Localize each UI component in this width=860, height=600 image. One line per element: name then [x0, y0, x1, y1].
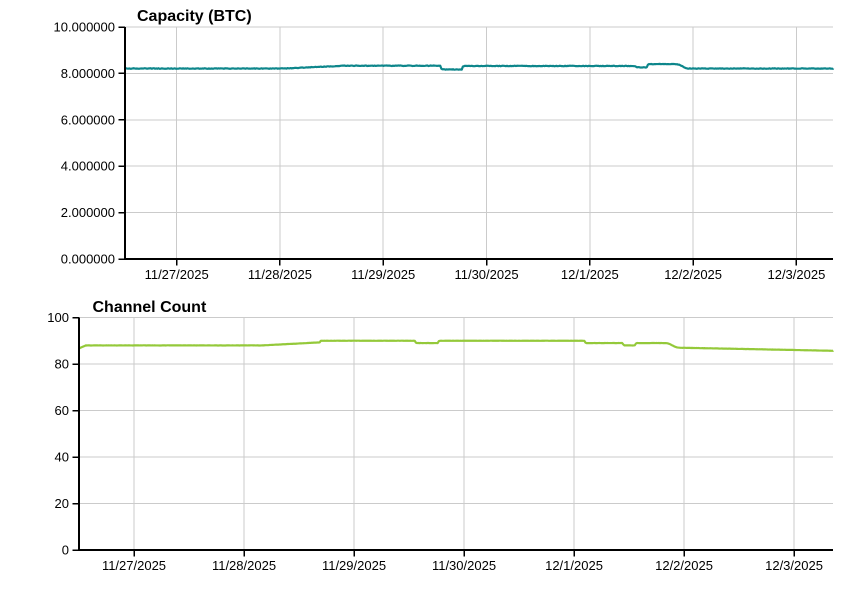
y-tick-label: 2.000000	[61, 205, 115, 220]
y-tick-label: 0	[62, 543, 69, 558]
chart-title: Capacity (BTC)	[137, 8, 252, 25]
y-tick-label: 40	[55, 450, 69, 465]
chart-title: Channel Count	[93, 299, 207, 316]
x-tick-label: 12/3/2025	[767, 267, 825, 282]
x-tick-label: 12/2/2025	[664, 267, 722, 282]
y-tick-label: 0.000000	[61, 252, 115, 267]
chart-0: 0.000000 2.000000 4.000000 6.000000 8.000000…	[54, 8, 835, 282]
y-tick-label: 80	[55, 357, 69, 372]
x-tick-label: 11/28/2025	[248, 267, 312, 282]
chart-1: 0 20 40 60 80 100 11/27/2025 11/28/2025 11/29/20…	[47, 299, 835, 573]
series-line-capacity_btc	[124, 62, 835, 71]
y-tick-label: 6.000000	[61, 112, 115, 127]
x-tick-label: 11/29/2025	[322, 558, 386, 573]
x-tick-label: 11/30/2025	[432, 558, 496, 573]
x-tick-label: 12/3/2025	[765, 558, 823, 573]
y-tick-label: 100	[47, 310, 69, 325]
x-tick-label: 11/27/2025	[102, 558, 166, 573]
series-line-channel_count	[78, 339, 835, 352]
x-tick-label: 11/30/2025	[454, 267, 518, 282]
x-tick-label: 11/29/2025	[351, 267, 415, 282]
x-tick-label: 12/2/2025	[655, 558, 713, 573]
x-tick-label: 11/27/2025	[145, 267, 209, 282]
y-tick-label: 10.000000	[54, 20, 115, 35]
y-tick-label: 60	[55, 403, 69, 418]
x-tick-label: 12/1/2025	[561, 267, 619, 282]
x-tick-label: 12/1/2025	[545, 558, 603, 573]
y-tick-label: 8.000000	[61, 66, 115, 81]
y-tick-label: 4.000000	[61, 159, 115, 174]
x-tick-label: 11/28/2025	[212, 558, 276, 573]
y-tick-label: 20	[55, 496, 69, 511]
